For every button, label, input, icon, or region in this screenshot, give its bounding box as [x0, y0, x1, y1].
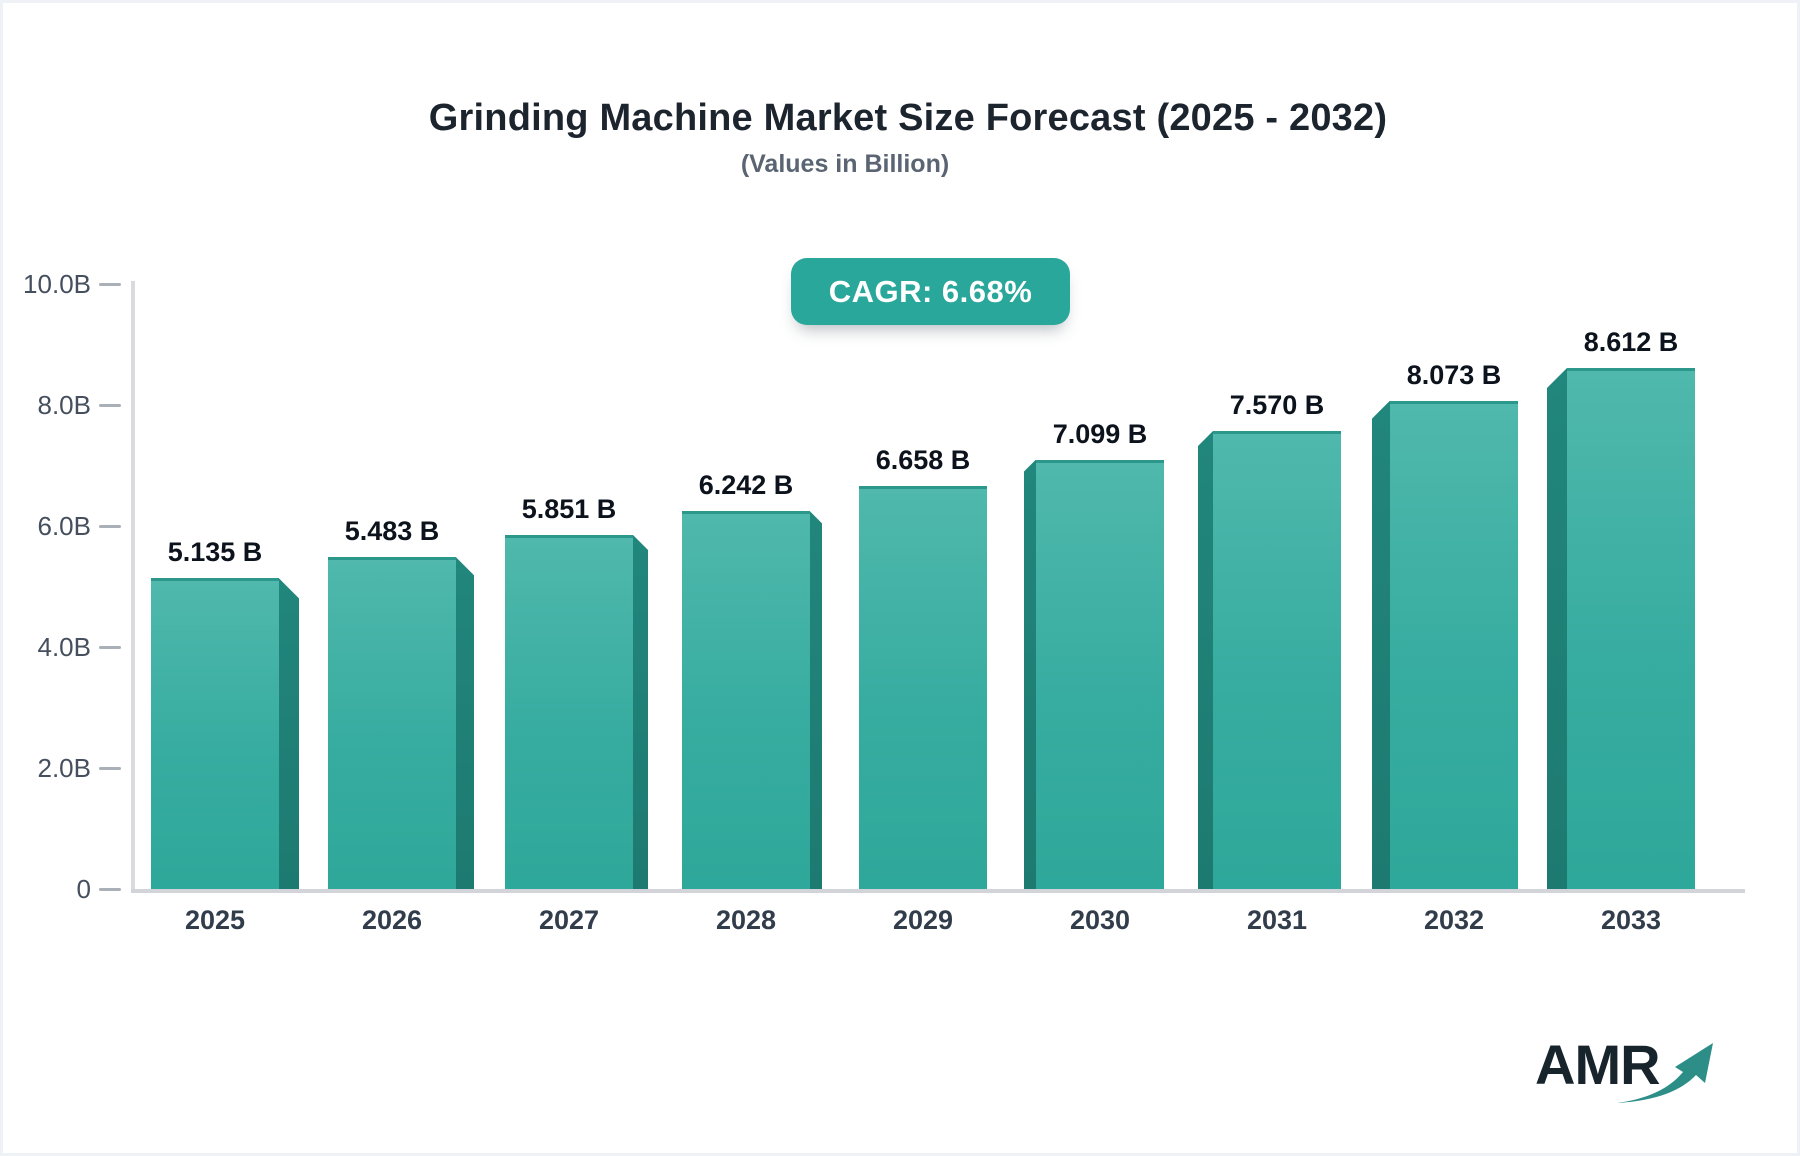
y-axis-tick-label: 2.0B	[37, 753, 92, 783]
y-axis-tick-mark	[99, 645, 121, 649]
bar-value-label: 7.570 B	[1229, 390, 1325, 420]
bar-2029	[859, 486, 987, 889]
bar-2025	[151, 578, 279, 889]
x-axis-category-label: 2026	[361, 905, 423, 935]
bar-side-face	[279, 578, 299, 889]
y-axis-tick-label: 0	[76, 874, 91, 904]
bar-side-face	[1547, 367, 1567, 889]
y-axis-tick-mark	[99, 887, 121, 891]
x-axis-category-label: 2033	[1600, 905, 1662, 935]
bar-2032	[1390, 400, 1518, 889]
y-axis-tick-label: 4.0B	[37, 632, 92, 662]
amr-logo: AMR	[1535, 1035, 1725, 1119]
bar-side-face	[810, 511, 822, 889]
bar-value-label: 8.073 B	[1406, 359, 1502, 390]
bar-side-face	[1024, 459, 1036, 889]
bar-2026	[328, 557, 456, 889]
bar-value-label: 5.851 B	[521, 494, 617, 524]
chart-title: Grinding Machine Market Size Forecast (2…	[428, 97, 1388, 139]
y-axis-line	[131, 281, 135, 893]
bar-value-label: 8.612 B	[1583, 326, 1679, 357]
y-axis-tick-label: 8.0B	[37, 390, 92, 420]
bar-2031	[1213, 431, 1341, 889]
growth-arrow-icon	[1617, 1043, 1713, 1103]
bar-2028	[682, 511, 810, 889]
bar-side-face	[633, 535, 648, 889]
logo-text: AMR	[1535, 1033, 1661, 1096]
bar-value-label: 5.135 B	[167, 537, 263, 568]
bar-2033	[1567, 367, 1695, 889]
x-axis-category-label: 2030	[1069, 905, 1131, 935]
y-axis-tick-label: 10.0B	[23, 269, 91, 299]
bar-value-label: 6.658 B	[875, 445, 971, 476]
y-axis-tick-mark	[99, 524, 121, 528]
y-axis-tick-mark	[99, 766, 121, 770]
y-axis-tick-mark	[99, 282, 121, 286]
bar-side-face	[1198, 431, 1213, 889]
bar-side-face	[1372, 400, 1390, 889]
bar-2030	[1036, 459, 1164, 889]
x-axis-category-label: 2027	[538, 905, 600, 935]
y-axis-tick-mark	[99, 403, 121, 407]
x-axis-category-label: 2032	[1423, 905, 1485, 935]
cagr-badge: CAGR: 6.68%	[791, 258, 1070, 325]
chart-subtitle: (Values in Billion)	[740, 150, 950, 178]
x-axis-category-label: 2031	[1246, 905, 1308, 935]
bar-value-label: 7.099 B	[1052, 418, 1148, 449]
bar-value-label: 5.483 B	[344, 516, 440, 547]
bar-side-face	[456, 557, 474, 889]
x-axis-category-label: 2028	[715, 905, 777, 935]
x-axis-line	[131, 889, 1745, 893]
x-axis-category-label: 2025	[184, 905, 246, 935]
y-axis-tick-label: 6.0B	[37, 511, 92, 541]
bar-2027	[505, 535, 633, 889]
x-axis-category-label: 2029	[892, 905, 954, 935]
bar-value-label: 6.242 B	[698, 470, 794, 501]
